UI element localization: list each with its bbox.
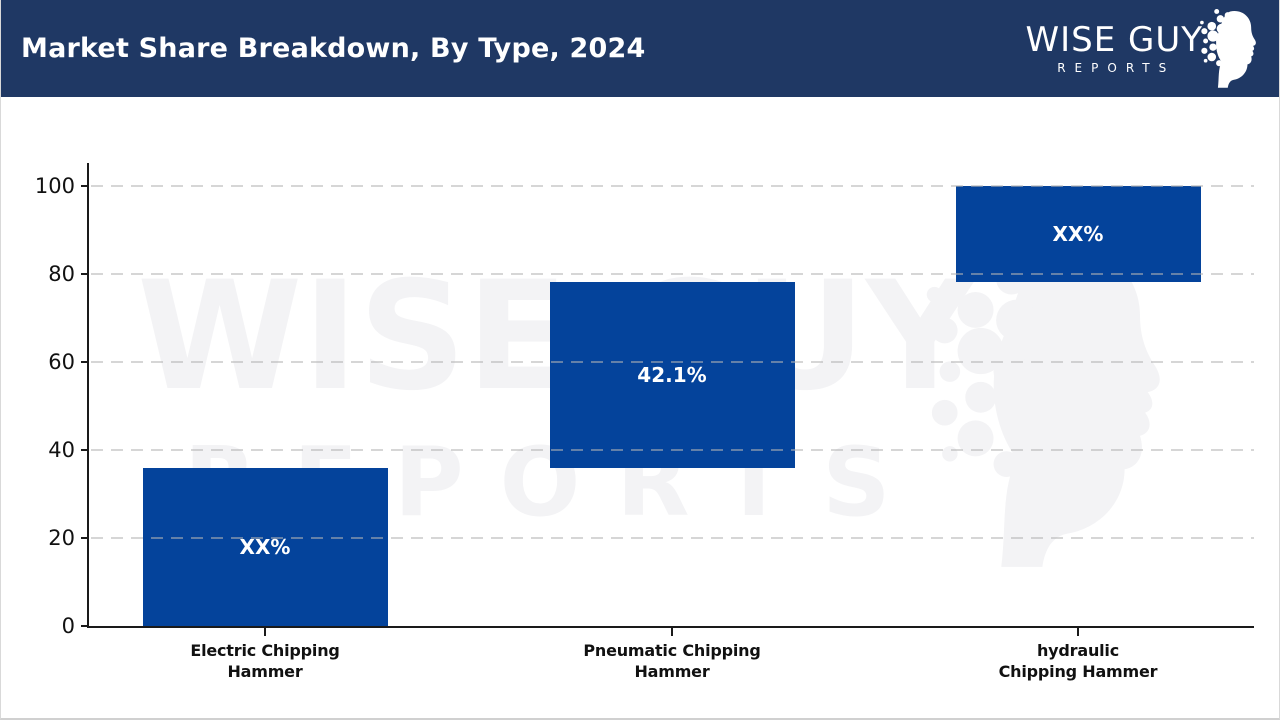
waterfall-bar-3: XX% bbox=[955, 186, 1201, 283]
gridline-80 bbox=[91, 273, 1254, 275]
waterfall-bar-2: 42.1% bbox=[549, 282, 795, 468]
y-tick-mark bbox=[81, 625, 89, 627]
y-tick-label-0: 0 bbox=[61, 614, 75, 638]
x-category-label-1: Electric Chipping Hammer bbox=[105, 640, 425, 682]
x-category-line: Electric Chipping bbox=[190, 641, 340, 660]
x-category-line: hydraulic bbox=[1036, 641, 1119, 660]
waterfall-bar-1: XX% bbox=[142, 467, 388, 626]
gridline-20 bbox=[91, 537, 1254, 539]
wiseguy-logo: WISE GUY REPORTS bbox=[1025, 9, 1261, 89]
x-tick-mark bbox=[671, 628, 673, 636]
x-category-line: Hammer bbox=[634, 662, 710, 681]
logo-wordmark: WISE GUY bbox=[1025, 19, 1203, 60]
header-bar: Market Share Breakdown, By Type, 2024 WI… bbox=[1, 0, 1279, 97]
x-category-label-3: hydraulic Chipping Hammer bbox=[918, 640, 1238, 682]
wiseguy-face-icon bbox=[1197, 9, 1261, 89]
logo-subtext: REPORTS bbox=[1057, 60, 1176, 75]
logo-text: WISE GUY REPORTS bbox=[1025, 23, 1203, 75]
gridline-40 bbox=[91, 449, 1254, 451]
y-tick-label-60: 60 bbox=[48, 350, 75, 374]
y-axis-line bbox=[87, 163, 89, 628]
y-tick-mark bbox=[81, 449, 89, 451]
y-tick-mark bbox=[81, 361, 89, 363]
x-tick-mark bbox=[264, 628, 266, 636]
gridline-60 bbox=[91, 361, 1254, 363]
x-category-line: Pneumatic Chipping bbox=[583, 641, 761, 660]
y-tick-mark bbox=[81, 273, 89, 275]
y-tick-mark bbox=[81, 537, 89, 539]
bar-value-label: 42.1% bbox=[637, 362, 707, 387]
y-tick-mark bbox=[81, 185, 89, 187]
page-title: Market Share Breakdown, By Type, 2024 bbox=[21, 33, 646, 64]
y-tick-label-80: 80 bbox=[48, 262, 75, 286]
x-category-label-2: Pneumatic Chipping Hammer bbox=[512, 640, 832, 682]
x-tick-mark bbox=[1077, 628, 1079, 636]
y-tick-label-40: 40 bbox=[48, 438, 75, 462]
gridline-100 bbox=[91, 185, 1254, 187]
x-category-line: Chipping Hammer bbox=[998, 662, 1158, 681]
bar-value-label: XX% bbox=[1052, 222, 1104, 247]
x-axis-line bbox=[87, 626, 1254, 628]
y-tick-label-20: 20 bbox=[48, 526, 75, 550]
y-tick-label-100: 100 bbox=[34, 174, 75, 198]
x-category-line: Hammer bbox=[227, 662, 303, 681]
